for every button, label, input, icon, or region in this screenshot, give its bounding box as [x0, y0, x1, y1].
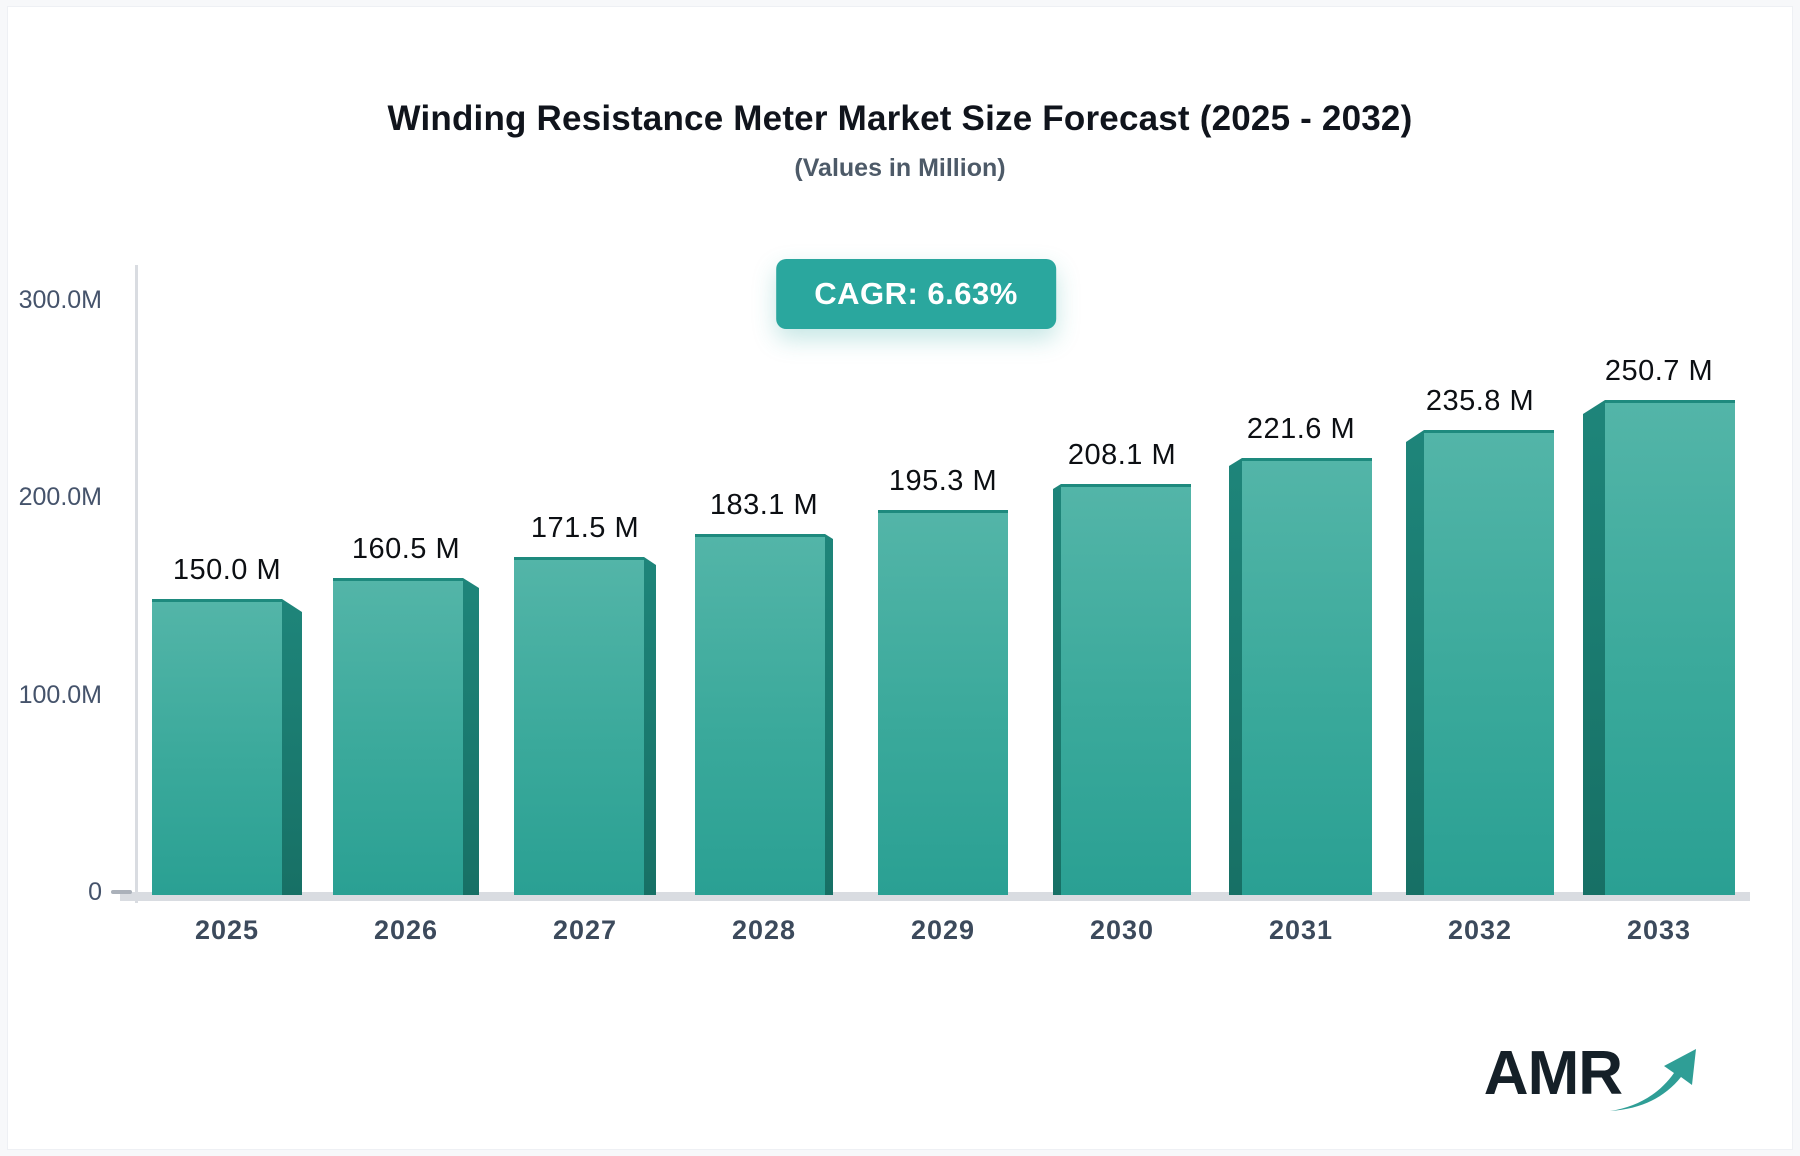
x-tick-label: 2031 — [1268, 915, 1334, 945]
chart-title: Winding Resistance Meter Market Size For… — [387, 99, 1413, 138]
x-tick-label: 2033 — [1626, 915, 1692, 945]
bar — [1229, 458, 1372, 895]
bar — [514, 557, 656, 895]
bar-side-face — [825, 534, 833, 895]
x-tick-label: 2028 — [731, 915, 797, 945]
bar-front-face — [1605, 400, 1735, 895]
bar-front-face — [1242, 458, 1372, 895]
y-tick-label: 300.0M — [18, 286, 102, 314]
brand-logo-text: AMR — [1483, 1039, 1623, 1108]
bar-side-face — [1583, 400, 1605, 895]
bar-front-face — [695, 534, 825, 895]
cagr-badge: CAGR: 6.63% — [776, 259, 1056, 329]
bar-front-face — [878, 510, 1008, 895]
bar — [695, 534, 833, 895]
bar-side-face — [644, 557, 656, 895]
bar-side-face — [282, 599, 302, 895]
bar-value-label: 171.5 M — [530, 512, 640, 544]
brand-logo: AMR — [1484, 1039, 1700, 1119]
x-tick-label: 2030 — [1089, 915, 1155, 945]
bar-side-face — [463, 578, 479, 895]
growth-arrow-icon — [1610, 1049, 1696, 1111]
bar — [1583, 400, 1735, 895]
x-tick-label: 2025 — [194, 915, 260, 945]
bar-value-label: 160.5 M — [351, 533, 461, 565]
y-tick-label: 0 — [88, 878, 102, 906]
bar-front-face — [1424, 430, 1554, 895]
y-tick-label: 100.0M — [18, 680, 102, 709]
x-axis-baseline — [120, 892, 1750, 901]
bar — [878, 510, 1008, 895]
bar-side-face — [1053, 484, 1061, 895]
bar-side-face — [1406, 430, 1424, 895]
x-tick-label: 2029 — [910, 915, 976, 945]
bar-front-face — [152, 599, 282, 895]
y-tick-label: 200.0M — [18, 483, 102, 512]
x-tick-label: 2026 — [373, 915, 439, 945]
bar-value-label: 235.8 M — [1425, 385, 1535, 417]
y-axis-line — [135, 265, 138, 903]
x-tick-label: 2027 — [552, 915, 618, 945]
bar-value-label: 250.7 M — [1604, 355, 1714, 387]
bar — [1406, 430, 1554, 895]
bar-value-label: 150.0 M — [172, 554, 282, 586]
y-axis-zero-tick — [111, 890, 132, 894]
bar — [1053, 484, 1191, 895]
bar-front-face — [1061, 484, 1191, 895]
bar — [152, 599, 302, 895]
bar-value-label: 195.3 M — [888, 465, 998, 497]
bar-front-face — [514, 557, 644, 895]
bar-value-label: 183.1 M — [709, 489, 819, 521]
chart-card: Winding Resistance Meter Market Size For… — [7, 6, 1793, 1150]
bar — [333, 578, 479, 895]
x-tick-label: 2032 — [1447, 915, 1513, 945]
bar-value-label: 208.1 M — [1067, 439, 1177, 471]
bar-front-face — [333, 578, 463, 895]
bar-side-face — [1229, 458, 1242, 895]
bar-value-label: 221.6 M — [1246, 413, 1356, 445]
chart-subtitle: (Values in Million) — [794, 154, 1006, 182]
